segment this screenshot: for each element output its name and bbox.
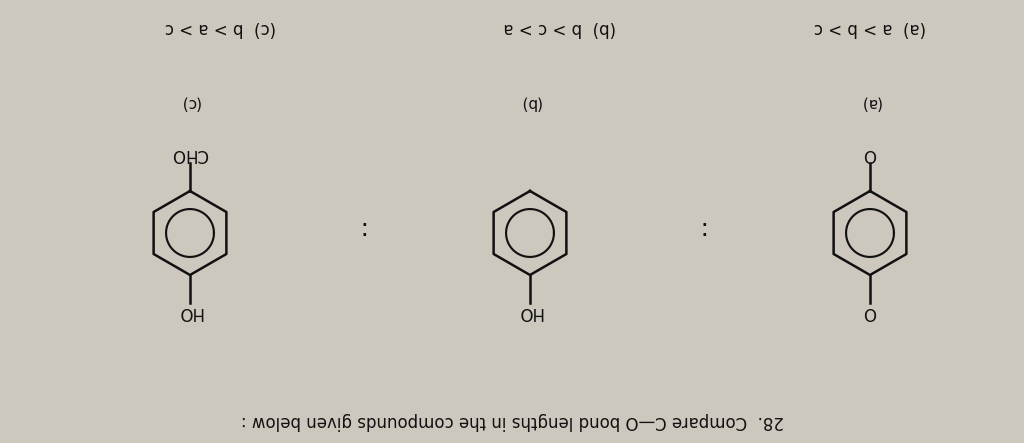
Text: O: O — [863, 303, 877, 321]
Text: :: : — [696, 216, 705, 240]
Text: (b): (b) — [519, 96, 541, 110]
Text: HO: HO — [517, 303, 543, 321]
Text: 28.  Compare C—O bond lengths in the compounds given below :: 28. Compare C—O bond lengths in the comp… — [241, 412, 783, 430]
Text: O: O — [863, 145, 877, 163]
Text: (a): (a) — [859, 96, 881, 110]
Text: (a)  a > b > c: (a) a > b > c — [814, 19, 926, 37]
Text: (c): (c) — [180, 96, 200, 110]
Text: :: : — [355, 216, 365, 240]
Text: (c)  b > a > c: (c) b > a > c — [165, 19, 275, 37]
Text: (b)  b > c > a: (b) b > c > a — [504, 19, 616, 37]
Text: HO: HO — [177, 303, 203, 321]
Text: CHO: CHO — [171, 145, 209, 163]
